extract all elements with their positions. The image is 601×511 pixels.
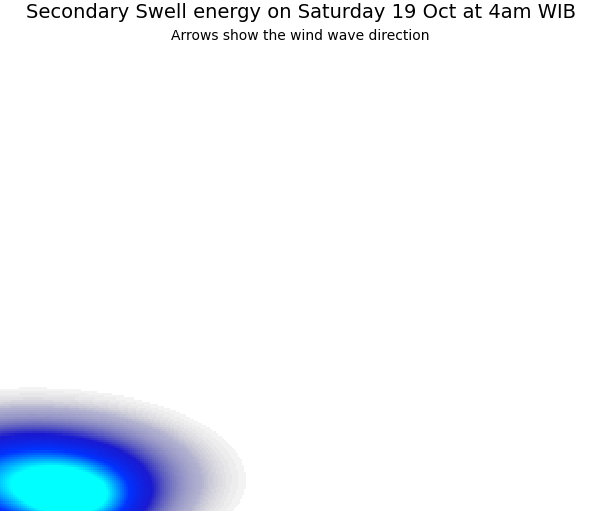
Text: Arrows show the wind wave direction: Arrows show the wind wave direction <box>171 29 430 43</box>
Text: Secondary Swell energy on Saturday 19 Oct at 4am WIB: Secondary Swell energy on Saturday 19 Oc… <box>25 4 576 22</box>
